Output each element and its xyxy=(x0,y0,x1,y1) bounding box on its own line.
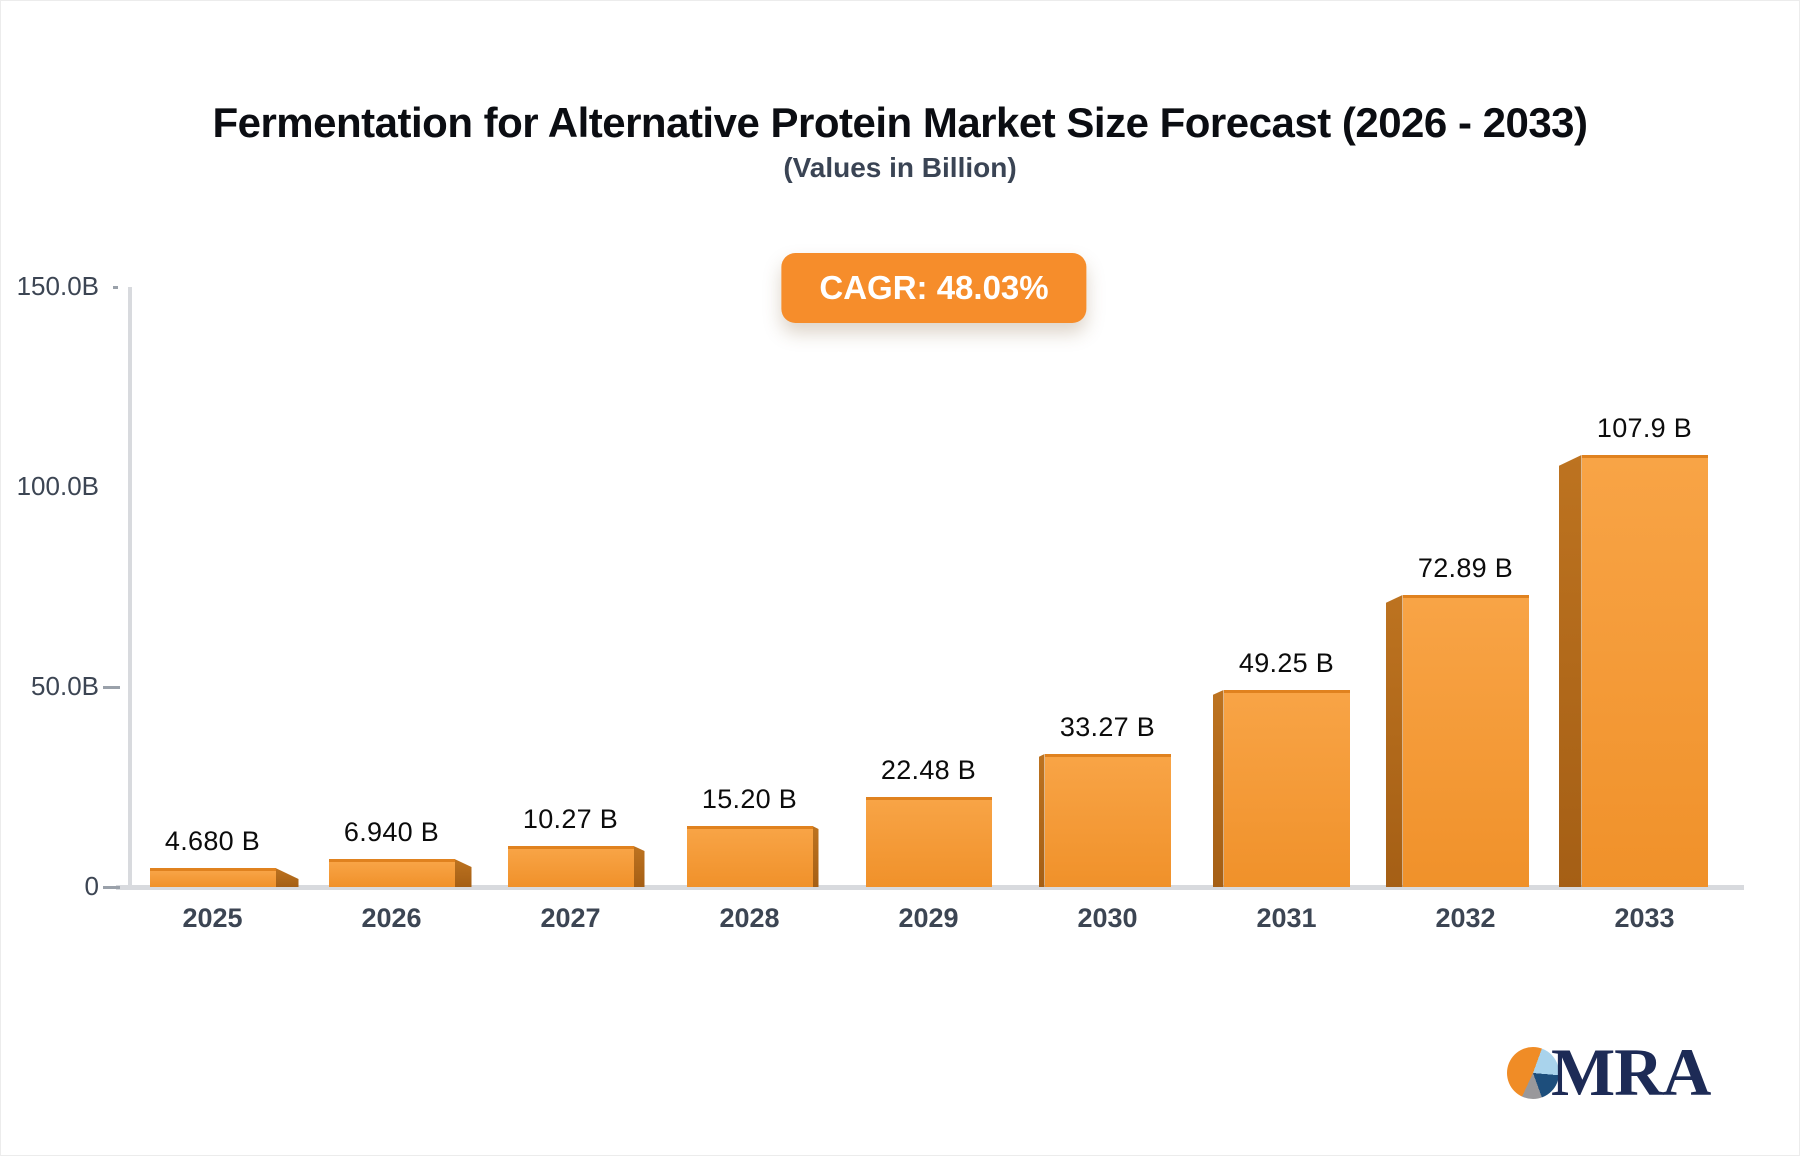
bar-value-2027: 10.27 B xyxy=(522,804,619,834)
y-tick-label-0: 0 xyxy=(84,871,99,901)
x-axis-label-2027: 2027 xyxy=(540,903,601,933)
bar-side-2032 xyxy=(1385,595,1403,887)
x-axis-label-2033: 2033 xyxy=(1614,903,1675,933)
y-tick-mark-150.0B xyxy=(113,286,118,289)
bar-value-2026: 6.940 B xyxy=(343,817,440,847)
x-axis-label-2031: 2031 xyxy=(1256,903,1317,933)
bar-side-2028 xyxy=(812,826,819,887)
bar-value-2032: 72.89 B xyxy=(1417,553,1514,583)
bar-value-2028: 15.20 B xyxy=(701,784,798,814)
bar-side-2026 xyxy=(454,859,472,887)
bar-2025 xyxy=(149,868,276,887)
x-axis-label-2029: 2029 xyxy=(898,903,959,933)
bar-value-2025: 4.680 B xyxy=(164,826,261,856)
chart-subtitle: (Values in Billion) xyxy=(783,152,1017,183)
bar-2032 xyxy=(1402,595,1529,887)
bar-2029 xyxy=(865,797,992,887)
x-axis-baseline xyxy=(116,885,1744,890)
bar-2033 xyxy=(1581,455,1708,887)
cagr-badge: CAGR: 48.03% xyxy=(781,253,1087,323)
bar-side-2033 xyxy=(1558,455,1582,887)
bar-2028 xyxy=(686,826,813,887)
bar-2031 xyxy=(1223,690,1350,887)
mra-logo: MRA xyxy=(1507,1034,1737,1117)
mra-logo-text: MRA xyxy=(1551,1034,1711,1110)
bar-side-2025 xyxy=(275,868,299,887)
bar-value-2029: 22.48 B xyxy=(880,755,977,785)
bar-2030 xyxy=(1044,754,1171,887)
bar-value-2033: 107.9 B xyxy=(1596,413,1693,443)
y-tick-label-50.0B: 50.0B xyxy=(31,671,99,701)
x-axis-label-2030: 2030 xyxy=(1077,903,1138,933)
bar-side-2031 xyxy=(1212,690,1224,887)
bar-2026 xyxy=(328,859,455,887)
y-tick-label-150.0B: 150.0B xyxy=(16,271,99,301)
mra-logo-pie-icon xyxy=(1507,1047,1559,1099)
chart-title: Fermentation for Alternative Protein Mar… xyxy=(212,99,1588,146)
y-tick-mark-0 xyxy=(103,886,120,889)
x-axis-label-2032: 2032 xyxy=(1435,903,1496,933)
bar-value-2030: 33.27 B xyxy=(1059,712,1156,742)
y-tick-mark-50.0B xyxy=(103,686,120,689)
bar-value-2031: 49.25 B xyxy=(1238,648,1335,678)
x-axis-label-2028: 2028 xyxy=(719,903,780,933)
bar-side-2027 xyxy=(633,846,645,887)
y-tick-label-100.0B: 100.0B xyxy=(16,471,99,501)
x-axis-label-2026: 2026 xyxy=(361,903,422,933)
bar-side-2030 xyxy=(1038,754,1045,887)
x-axis-label-2025: 2025 xyxy=(182,903,243,933)
y-axis-line xyxy=(128,287,132,888)
bar-2027 xyxy=(507,846,634,887)
